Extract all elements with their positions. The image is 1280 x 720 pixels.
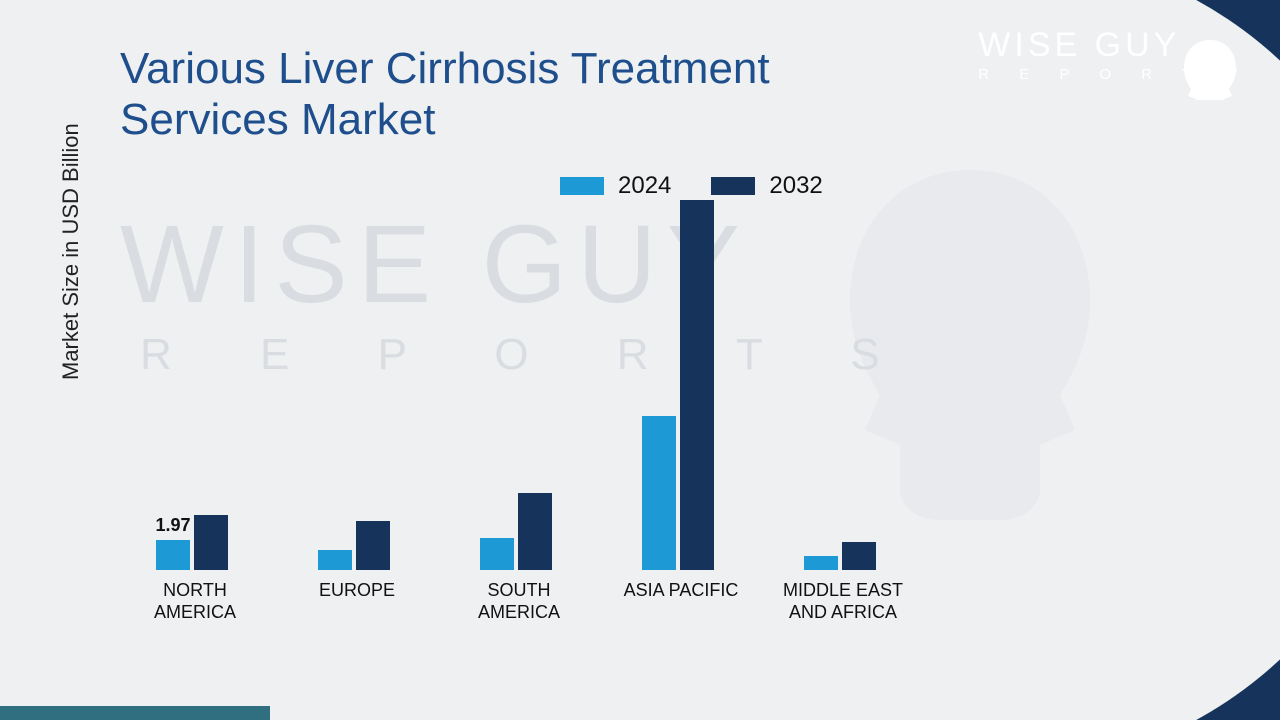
bar-series-b [680, 200, 714, 570]
bar-series-a [642, 416, 676, 570]
bar-series-a [804, 556, 838, 570]
x-axis-label: ASIA PACIFIC [611, 580, 751, 602]
bar-series-a: 1.97 [156, 540, 190, 570]
bottom-accent-strip [0, 706, 270, 720]
logo-head-icon [1182, 36, 1246, 100]
x-axis-label: NORTH AMERICA [125, 580, 265, 623]
x-axis-label: EUROPE [287, 580, 427, 602]
bar-value-label: 1.97 [155, 515, 190, 536]
y-axis-label: Market Size in USD Billion [58, 123, 84, 380]
legend-swatch-2032 [711, 177, 755, 195]
legend-swatch-2024 [560, 177, 604, 195]
brand-logo: WISE GUY R E P O R T S [978, 28, 1244, 83]
bar-series-b [194, 515, 228, 571]
bar-series-b [356, 521, 390, 570]
chart-title: Various Liver Cirrhosis Treatment Servic… [120, 44, 840, 145]
bar-series-a [480, 538, 514, 570]
legend-label-2024: 2024 [618, 172, 671, 200]
x-axis-label: SOUTH AMERICA [449, 580, 589, 623]
bar-series-b [518, 493, 552, 570]
legend-label-2032: 2032 [769, 172, 822, 200]
x-axis-label: MIDDLE EAST AND AFRICA [773, 580, 913, 623]
bar-series-b [842, 542, 876, 570]
bar-series-a [318, 550, 352, 570]
chart-plot-area: 1.97NORTH AMERICAEUROPESOUTH AMERICAASIA… [130, 200, 950, 570]
legend-item-2032: 2032 [711, 172, 822, 200]
chart-legend: 2024 2032 [560, 172, 823, 200]
chart-stage: WISE GUY R E P O R T S WISE GUY R E P O … [0, 0, 1280, 720]
legend-item-2024: 2024 [560, 172, 671, 200]
